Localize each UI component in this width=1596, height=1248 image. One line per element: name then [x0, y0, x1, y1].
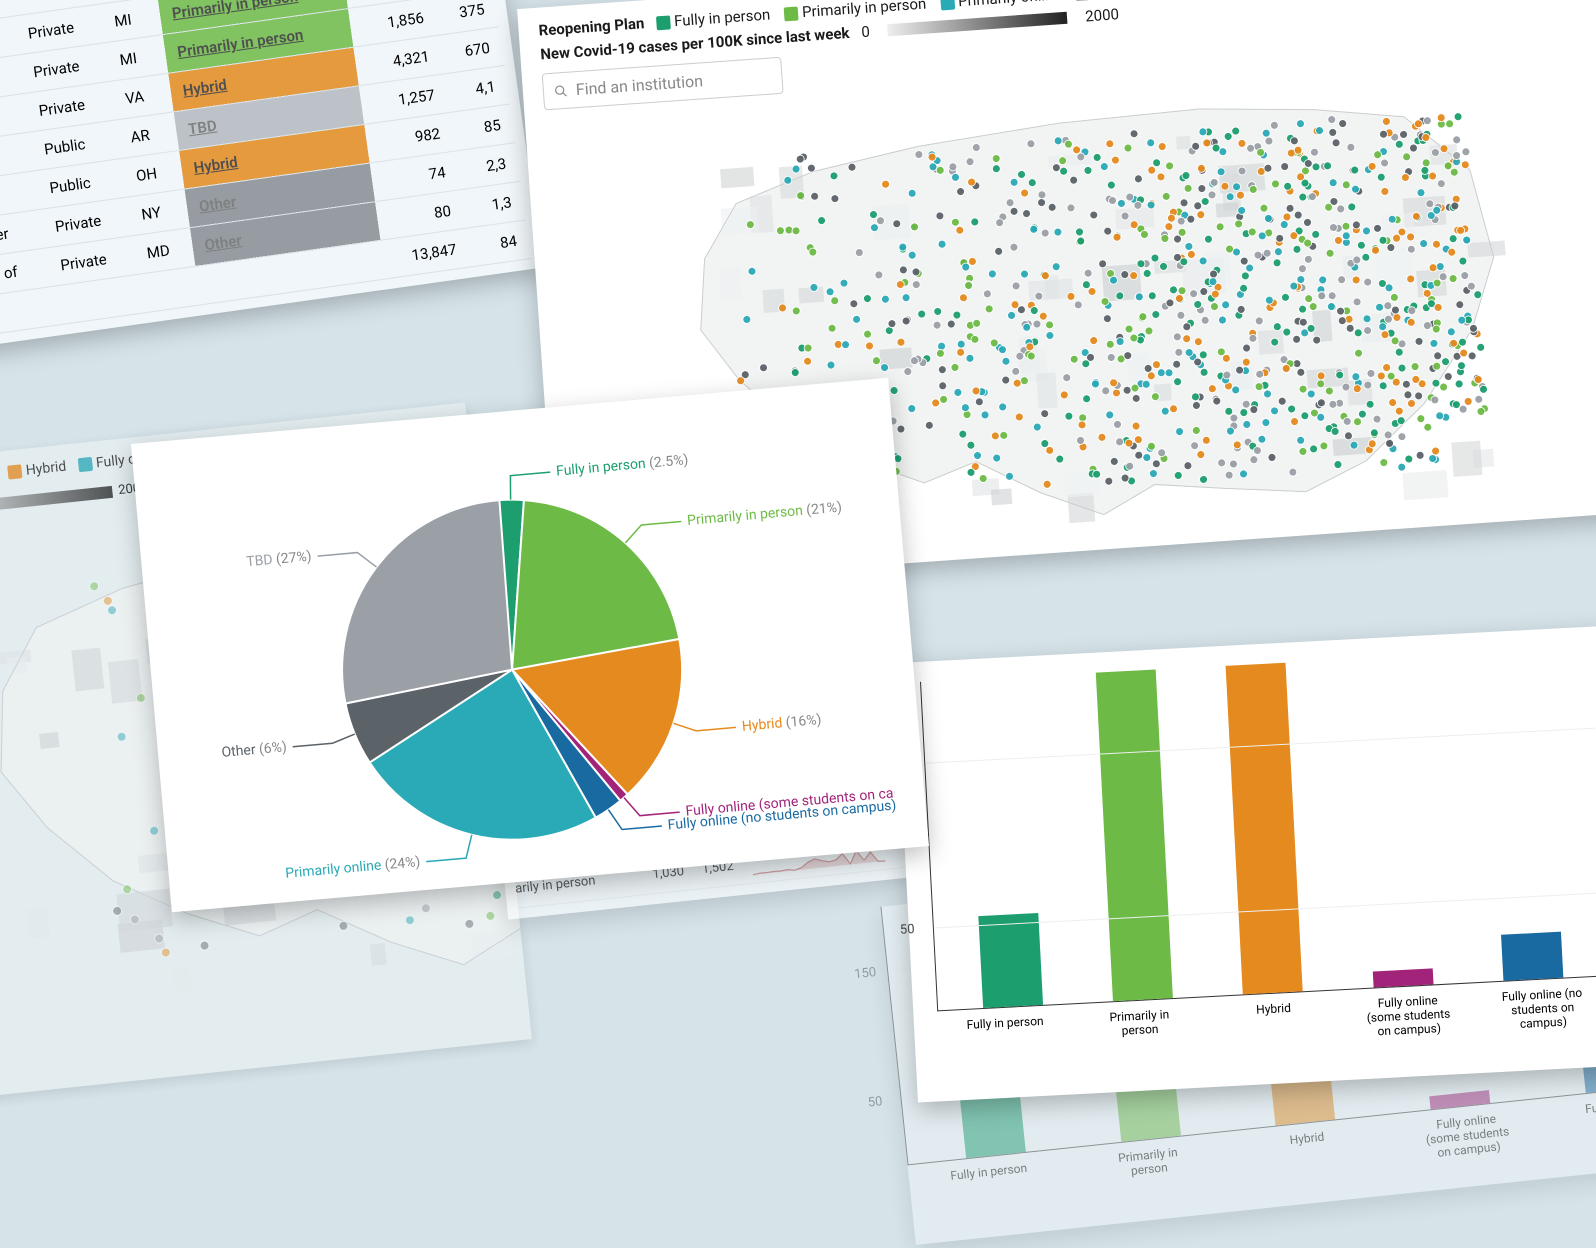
pie-label: Primarily in person (21%): [687, 500, 843, 529]
pie-slice-tbd[interactable]: [328, 500, 516, 703]
pie-label: Primarily online (24%): [285, 854, 421, 882]
bar-label: Fully online (some students on campus): [1362, 992, 1454, 1039]
pie-label: Other (6%): [221, 739, 288, 761]
pie-chart-panel: Fully in person (2.5%) Primarily in perso…: [131, 378, 929, 912]
pie-label: TBD (27%): [246, 549, 313, 571]
bar-chart-panel: 50150 Fully in person Primarily in person…: [895, 625, 1596, 1102]
pie-slice-primarily_in_person[interactable]: [497, 488, 680, 670]
pie-chart: Fully in person (2.5%) Primarily in perso…: [163, 408, 899, 907]
gradient-max: 2000: [1085, 5, 1120, 25]
gradient-min: 0: [861, 23, 871, 42]
pie-label: Fully in person (2.5%): [556, 452, 690, 479]
bar-fully_online_some[interactable]: [1430, 1090, 1491, 1109]
bar-hybrid[interactable]: [1226, 663, 1303, 995]
bar-primarily_in_person[interactable]: [1096, 669, 1173, 1001]
bar-label: Fully in person: [960, 1014, 1052, 1061]
bar-chart: 50150: [920, 647, 1596, 1012]
bar-label: Fully online (no students on campus): [1580, 1093, 1596, 1144]
institutions-table-panel: llegePublicNCTBD836PrivateMIPrimarily in…: [0, 0, 543, 351]
search-placeholder: Find an institution: [575, 71, 703, 99]
bar-label: Hybrid: [1228, 999, 1320, 1046]
bar-label: Fully online (some students on campus): [1421, 1110, 1515, 1161]
institutions-table: llegePublicNCTBD836PrivateMIPrimarily in…: [0, 0, 532, 340]
pie-label: Hybrid (16%): [741, 712, 822, 735]
bg-legend-item: Fully o: [77, 451, 137, 473]
bar-label: Hybrid: [1261, 1127, 1355, 1178]
legend-title: Reopening Plan: [538, 14, 645, 39]
legend-item: TBD: [1074, 0, 1121, 2]
bar-fully_online_some[interactable]: [1372, 968, 1433, 988]
bar-label: Primarily in person: [1094, 1006, 1186, 1053]
legend-item: Fully in person: [656, 5, 771, 31]
bar-label: Primarily in person: [1102, 1143, 1196, 1194]
bar-fully_online_no[interactable]: [1501, 932, 1563, 981]
bar-fully_in_person[interactable]: [978, 913, 1043, 1008]
bar-label: Fully online (no students on campus): [1497, 985, 1589, 1032]
search-icon: [553, 83, 568, 98]
bar-label: Fully in person: [943, 1160, 1037, 1211]
bg-legend-item: Hybrid: [7, 459, 67, 481]
gradient-bar: [887, 12, 1067, 37]
